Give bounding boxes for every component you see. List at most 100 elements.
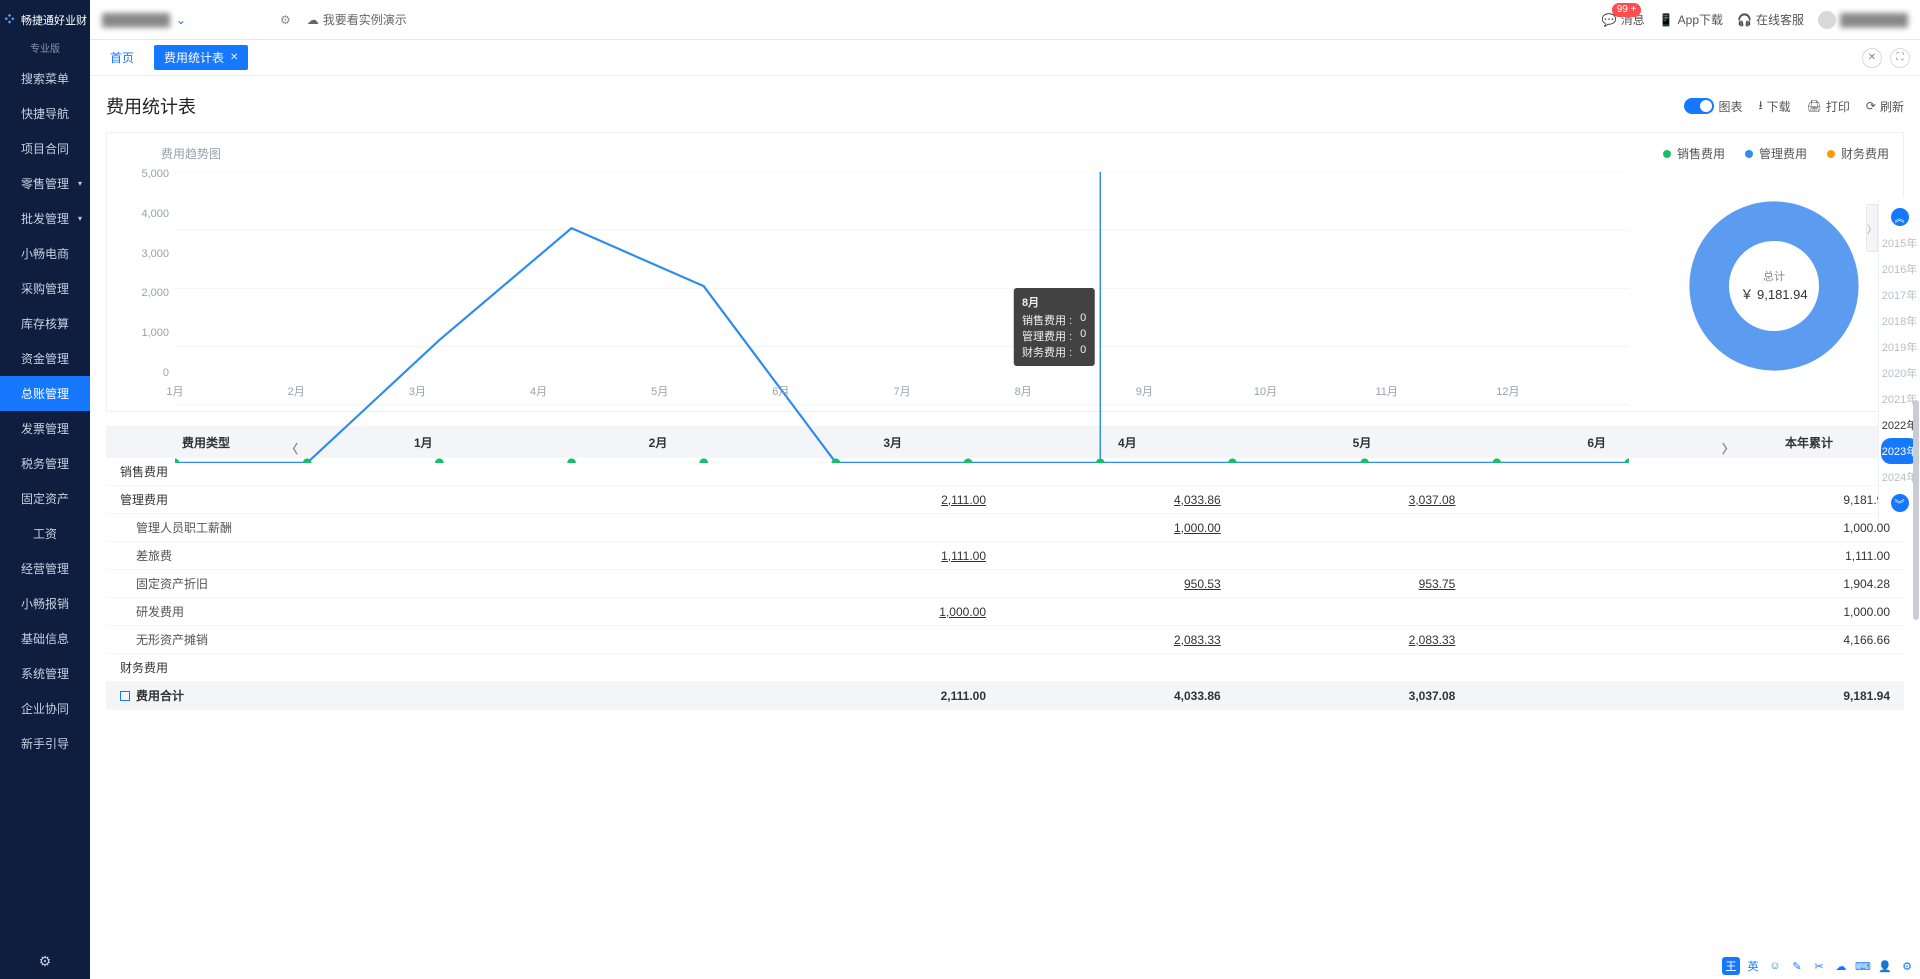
cell[interactable]: 1,000.00 [775,605,1010,619]
cell[interactable]: 950.53 [1010,577,1245,591]
print-action[interactable]: 🖨打印 [1807,98,1850,115]
legend-item[interactable]: 财务费用 [1827,145,1889,162]
sidebar-item-9[interactable]: 总账管理 [0,376,90,411]
rail-collapse-handle[interactable]: 〉 [1866,204,1878,252]
download-icon: ⭳ [1758,96,1762,117]
row-label: 管理费用 [106,491,306,508]
brand-icon [3,13,17,27]
headset-icon: 🎧 [1737,13,1752,27]
row-label: 固定资产折旧 [106,575,306,592]
legend-item[interactable]: 管理费用 [1745,145,1807,162]
ime-lang-icon[interactable]: 英 [1744,957,1762,975]
vertical-scrollbar[interactable] [1912,40,1920,979]
sidebar-item-19[interactable]: 新手引导 [0,726,90,761]
sidebar-item-17[interactable]: 系统管理 [0,656,90,691]
sidebar-item-14[interactable]: 经营管理 [0,551,90,586]
refresh-action[interactable]: ⟳刷新 [1866,98,1904,115]
chart-toggle[interactable]: 图表 [1684,98,1742,115]
tabs-close-all-button[interactable]: ✕ [1862,48,1882,68]
table-row: 研发费用1,000.001,000.00 [106,598,1904,626]
sidebar-item-10[interactable]: 发票管理 [0,411,90,446]
demo-link[interactable]: ☁ 我要看实例演示 [307,11,407,28]
x-tick: 10月 [1205,383,1326,403]
tray-cloud-icon[interactable]: ☁ [1832,957,1850,975]
tray-edit-icon[interactable]: ✎ [1788,957,1806,975]
cell[interactable]: 4,033.86 [1010,493,1245,507]
print-icon: 🖨 [1807,99,1822,113]
tray-smile-icon[interactable]: ☺ [1766,957,1784,975]
total-cell: 4,033.86 [1010,689,1245,703]
sidebar-item-18[interactable]: 企业协同 [0,691,90,726]
sidebar-item-16[interactable]: 基础信息 [0,621,90,656]
y-tick: 1,000 [141,327,169,339]
sidebar-item-5[interactable]: 小畅电商 [0,236,90,271]
sidebar-item-8[interactable]: 资金管理 [0,341,90,376]
cell[interactable]: 3,037.08 [1245,493,1480,507]
expense-table: 费用类型 〈 1月 2月 3月 4月 5月 6月 〉 本年累计 销售费用管理费用… [106,426,1904,710]
service-button[interactable]: 🎧 在线客服 [1737,11,1804,28]
table-row: 管理人员职工薪酬1,000.001,000.00 [106,514,1904,542]
tray-scissors-icon[interactable]: ✂ [1810,957,1828,975]
sidebar-item-13[interactable]: 工资 [0,516,90,551]
toggle-switch[interactable] [1684,98,1714,114]
year-scroll-up[interactable]: ︽ [1891,208,1909,226]
cell[interactable]: 1,111.00 [775,549,1010,563]
cell[interactable]: 2,083.33 [1245,633,1480,647]
sidebar-item-1[interactable]: 快捷导航 [0,96,90,131]
sidebar-item-6[interactable]: 采购管理 [0,271,90,306]
chart-card: 费用趋势图 销售费用管理费用财务费用 5,0004,0003,0002,0001… [106,132,1904,412]
cell[interactable]: 2,111.00 [775,493,1010,507]
tenant-selector[interactable]: ████████ ⌄ [102,13,272,27]
year-scroll-down[interactable]: ︾ [1891,494,1909,512]
content: 费用统计表 图表 ⭳下载 🖨打印 ⟳刷新 费用趋势图 销售费用管理费用财务费用 [90,76,1920,979]
cell[interactable]: 1,000.00 [1010,521,1245,535]
chevron-down-icon: ▾ [78,214,82,223]
donut-center-label: 总计 [1740,268,1807,284]
sidebar-item-4[interactable]: 批发管理▾ [0,201,90,236]
download-button[interactable]: 📱 App下载 [1659,11,1723,28]
messages-button[interactable]: 💬 消息 99 + [1602,11,1645,28]
sidebar-item-11[interactable]: 税务管理 [0,446,90,481]
download-label: 下载 [1767,98,1791,115]
ime-icon[interactable]: 王 [1722,957,1740,975]
user-menu[interactable]: ████████ [1818,11,1908,29]
tray-gear-icon[interactable]: ⚙ [1898,957,1916,975]
x-tick: 4月 [478,383,599,403]
legend-item[interactable]: 销售费用 [1663,145,1725,162]
sidebar-item-12[interactable]: 固定资产 [0,481,90,516]
tray-person-icon[interactable]: 👤 [1876,957,1894,975]
total-label: 费用合计 [106,687,306,704]
download-action[interactable]: ⭳ 下载 [1758,96,1790,117]
table-row: 管理费用2,111.004,033.863,037.089,181.94 [106,486,1904,514]
x-tick: 11月 [1326,383,1447,403]
scroll-right-icon[interactable]: 〉 [1722,440,1734,457]
tenant-settings-icon[interactable]: ⚙ [280,13,291,27]
user-name: ████████ [1840,13,1908,27]
tab-home[interactable]: 首页 [100,45,144,70]
tab-expense-report[interactable]: 费用统计表 ✕ [154,45,248,70]
brand-sub: 专业版 [0,40,90,61]
tabs-fullscreen-button[interactable]: ⛶ [1890,48,1910,68]
sidebar-item-15[interactable]: 小畅报销 [0,586,90,621]
x-tick: 9月 [1084,383,1205,403]
x-tick: 6月 [720,383,841,403]
sidebar-item-3[interactable]: 零售管理▾ [0,166,90,201]
table-row: 差旅费1,111.001,111.00 [106,542,1904,570]
sidebar-item-0[interactable]: 搜索菜单 [0,61,90,96]
demo-label: 我要看实例演示 [323,11,407,28]
sidebar-settings-icon[interactable]: ⚙ [0,943,90,979]
cell[interactable]: 953.75 [1245,577,1480,591]
legend-dot-icon [1663,150,1671,158]
row-label: 差旅费 [106,547,306,564]
scroll-left-icon[interactable]: 〈 [286,440,298,457]
chart-toggle-label: 图表 [1718,98,1742,115]
service-label: 在线客服 [1756,11,1804,28]
close-icon[interactable]: ✕ [230,52,238,63]
total-cell: 3,037.08 [1245,689,1480,703]
tray-keyboard-icon[interactable]: ⌨ [1854,957,1872,975]
sidebar-item-2[interactable]: 项目合同 [0,131,90,166]
sidebar-item-7[interactable]: 库存核算 [0,306,90,341]
cell[interactable]: 2,083.33 [1010,633,1245,647]
table-row: 固定资产折旧950.53953.751,904.28 [106,570,1904,598]
table-row: 无形资产摊销2,083.332,083.334,166.66 [106,626,1904,654]
